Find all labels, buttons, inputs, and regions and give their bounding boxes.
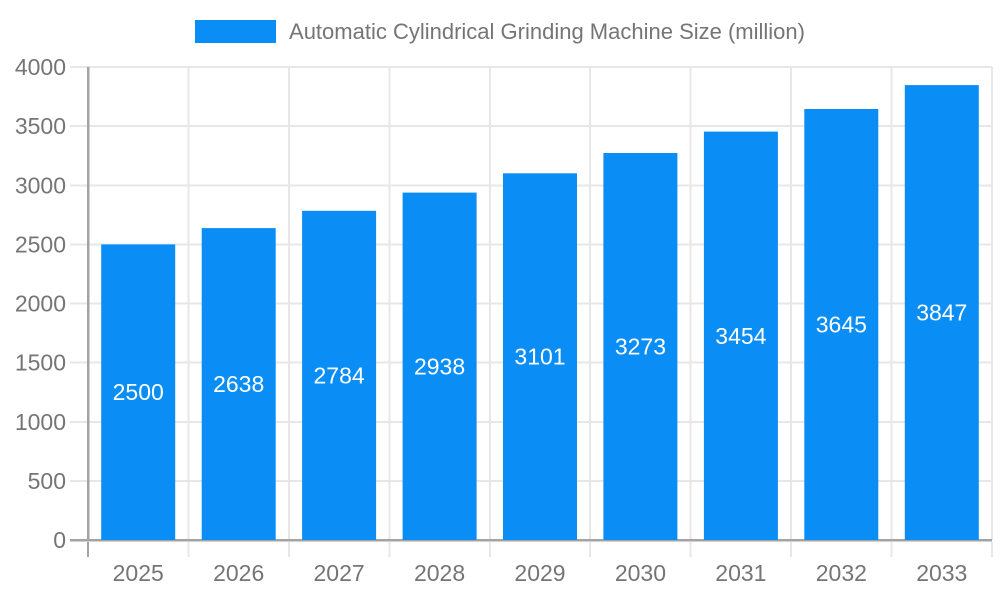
bar-value-label: 3101	[514, 344, 565, 370]
bar-value-label: 2784	[314, 362, 365, 388]
bar-2030	[603, 153, 678, 540]
y-axis-tick-label: 1500	[15, 350, 66, 376]
bar-value-label: 3454	[715, 323, 766, 349]
x-axis-tick-label: 2031	[715, 560, 766, 586]
y-axis-tick-label: 3000	[15, 172, 66, 198]
bar-value-label: 2500	[113, 379, 164, 405]
x-axis-tick-label: 2032	[816, 560, 867, 586]
y-axis-tick-label: 1000	[15, 409, 66, 435]
x-axis-tick-label: 2025	[113, 560, 164, 586]
bar-value-label: 2938	[414, 353, 465, 379]
x-axis-tick-label: 2030	[615, 560, 666, 586]
bar-value-label: 2638	[213, 371, 264, 397]
bar-value-label: 3273	[615, 333, 666, 359]
x-axis-tick-label: 2028	[414, 560, 465, 586]
bar-2027	[302, 210, 377, 541]
bar-2033	[904, 85, 979, 540]
bar-2032	[804, 109, 879, 540]
bar-2026	[201, 228, 276, 540]
y-axis-tick-label: 4000	[15, 54, 66, 80]
y-axis-tick-label: 0	[53, 527, 66, 553]
bar-2031	[703, 131, 778, 540]
y-axis-tick-label: 500	[28, 468, 66, 494]
y-axis-tick-label: 3500	[15, 113, 66, 139]
bar-2029	[503, 173, 577, 541]
chart-legend[interactable]: Automatic Cylindrical Grinding Machine S…	[0, 18, 1000, 44]
bar-value-label: 3645	[816, 311, 867, 337]
x-axis-tick-label: 2026	[213, 560, 264, 586]
y-axis-tick-label: 2500	[15, 231, 66, 257]
legend-swatch	[195, 20, 277, 43]
bar-2028	[402, 192, 477, 540]
legend-label: Automatic Cylindrical Grinding Machine S…	[289, 18, 805, 44]
x-axis-tick-label: 2033	[916, 560, 967, 586]
x-axis-tick-label: 2027	[314, 560, 365, 586]
y-axis-tick-label: 2000	[15, 291, 66, 317]
x-axis-tick-label: 2029	[514, 560, 565, 586]
bar-value-label: 3847	[916, 300, 967, 326]
bar-2025	[101, 244, 176, 540]
